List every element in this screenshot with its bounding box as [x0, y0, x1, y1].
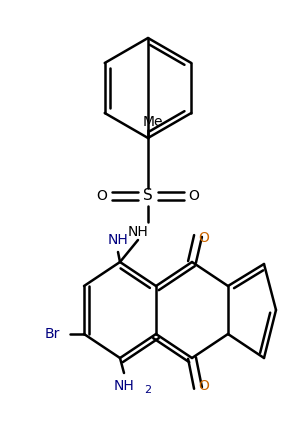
Text: Br: Br	[44, 327, 60, 341]
Text: O: O	[97, 189, 108, 203]
Text: O: O	[199, 231, 209, 245]
Text: O: O	[199, 379, 209, 393]
Text: O: O	[189, 189, 200, 203]
Text: NH: NH	[114, 379, 134, 393]
Text: NH: NH	[128, 225, 148, 239]
Text: Me: Me	[143, 115, 163, 129]
Text: NH: NH	[108, 233, 128, 247]
Text: 2: 2	[144, 385, 151, 395]
Text: S: S	[143, 188, 153, 203]
